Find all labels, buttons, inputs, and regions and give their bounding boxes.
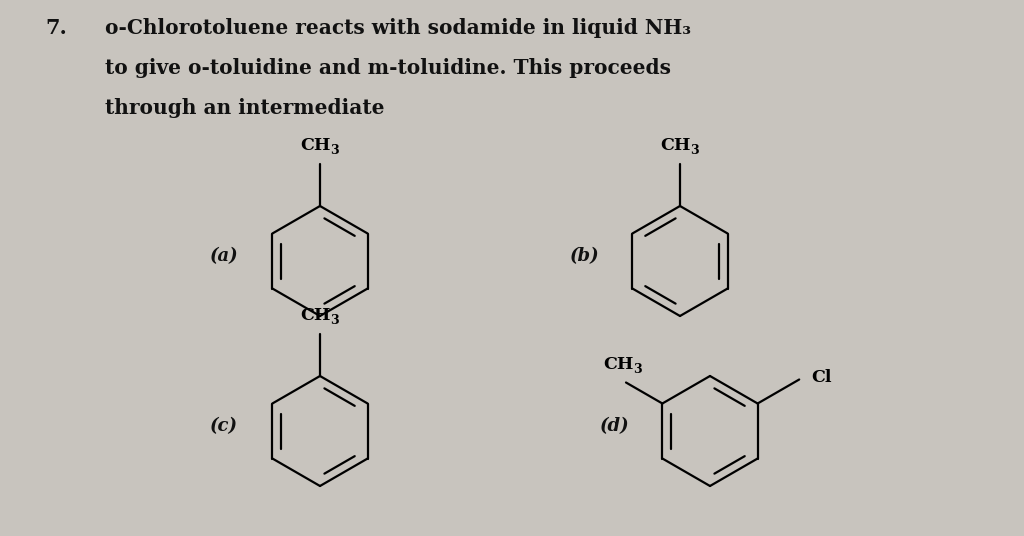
Text: Cl: Cl xyxy=(811,369,831,386)
Text: o-Chlorotoluene reacts with sodamide in liquid NH₃: o-Chlorotoluene reacts with sodamide in … xyxy=(105,18,691,38)
Text: 3: 3 xyxy=(633,363,641,376)
Text: through an intermediate: through an intermediate xyxy=(105,98,384,118)
Text: 3: 3 xyxy=(330,314,338,326)
Text: 3: 3 xyxy=(690,144,698,157)
Text: CH: CH xyxy=(300,307,330,324)
Text: CH: CH xyxy=(659,137,690,153)
Text: CH: CH xyxy=(603,356,633,373)
Text: (b): (b) xyxy=(570,247,600,265)
Text: (a): (a) xyxy=(210,247,239,265)
Text: 7.: 7. xyxy=(45,18,67,38)
Text: (d): (d) xyxy=(600,417,630,435)
Text: (c): (c) xyxy=(210,417,238,435)
Text: CH: CH xyxy=(300,137,330,153)
Text: 3: 3 xyxy=(330,144,338,157)
Text: to give o-toluidine and m-toluidine. This proceeds: to give o-toluidine and m-toluidine. Thi… xyxy=(105,58,671,78)
